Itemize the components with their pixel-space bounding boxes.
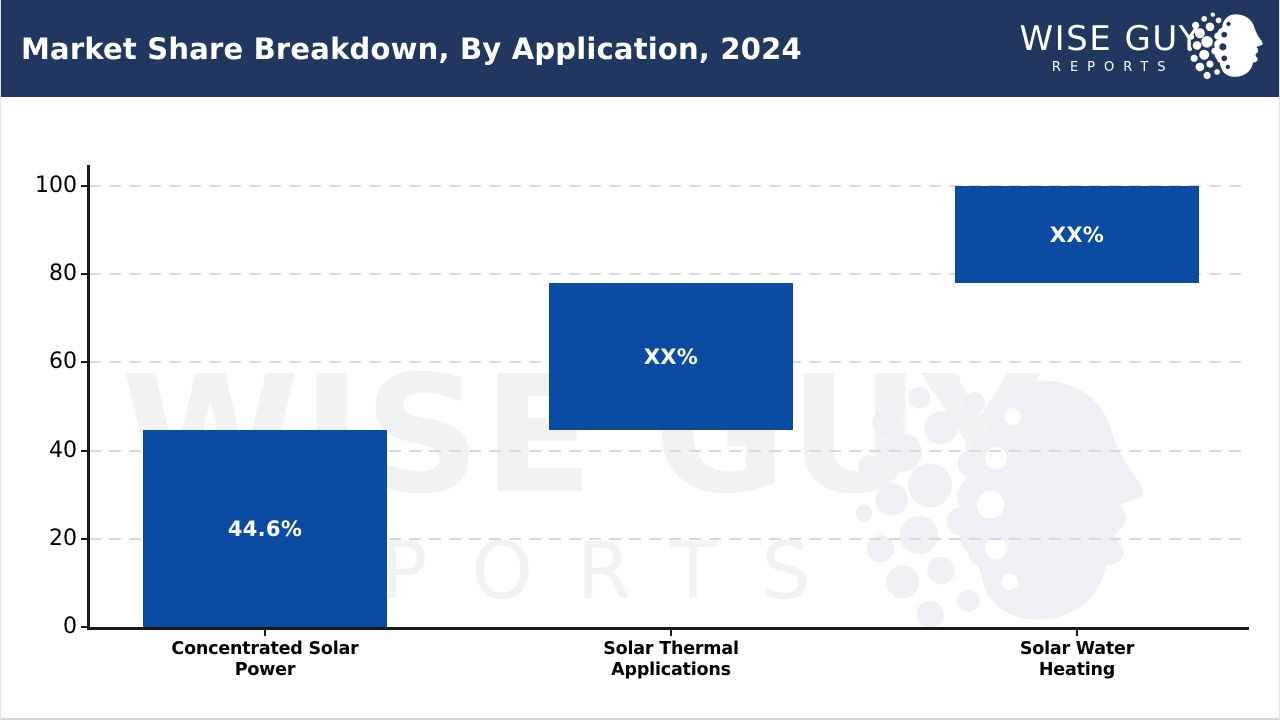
bar: XX% <box>549 283 793 431</box>
bar-value-label: 44.6% <box>227 516 303 541</box>
chart-title: Market Share Breakdown, By Application, … <box>21 31 802 66</box>
header-bar: Market Share Breakdown, By Application, … <box>1 0 1279 97</box>
y-tick-mark <box>81 185 89 187</box>
y-axis-line <box>87 165 90 629</box>
x-category-label: Concentrated Solar Power <box>171 639 359 681</box>
brand-subtitle: REPORTS <box>1051 59 1175 75</box>
y-tick-label: 100 <box>35 173 77 198</box>
gridline <box>89 537 1249 540</box>
y-tick-label: 40 <box>49 437 77 463</box>
chart-area: WISE GUY REPORTS 0 20 40 60 80 100 44.6% Co <box>1 97 1279 718</box>
bar-value-label: XX% <box>643 344 699 369</box>
y-tick-mark <box>81 626 89 628</box>
bar-value-label: XX% <box>1049 222 1105 247</box>
x-tick-mark <box>264 629 266 636</box>
x-axis-line <box>87 627 1249 630</box>
bar: XX% <box>955 186 1199 284</box>
y-tick-mark <box>81 361 89 364</box>
y-tick-mark <box>81 273 89 276</box>
gridline <box>89 185 1249 187</box>
bar: 44.6% <box>143 430 387 627</box>
x-tick-mark <box>670 629 672 636</box>
y-tick-label: 80 <box>49 261 77 287</box>
x-tick-mark <box>1076 629 1078 636</box>
gridline <box>89 273 1249 276</box>
brand-logo: WISE GUY REPORTS <box>1019 0 1273 97</box>
y-tick-label: 0 <box>63 614 77 639</box>
x-category-label: Solar Thermal Applications <box>603 639 739 681</box>
y-tick-label: 20 <box>49 525 77 551</box>
y-tick-label: 60 <box>49 349 77 375</box>
x-category-label: Solar Water Heating <box>1019 639 1135 681</box>
brand-wordmark: WISE GUY <box>1019 19 1201 60</box>
gridline <box>89 449 1249 452</box>
brand-text: WISE GUY REPORTS <box>1019 19 1201 75</box>
y-tick-mark <box>81 449 89 452</box>
brand-face-icon <box>1187 11 1263 79</box>
y-tick-mark <box>81 537 89 540</box>
